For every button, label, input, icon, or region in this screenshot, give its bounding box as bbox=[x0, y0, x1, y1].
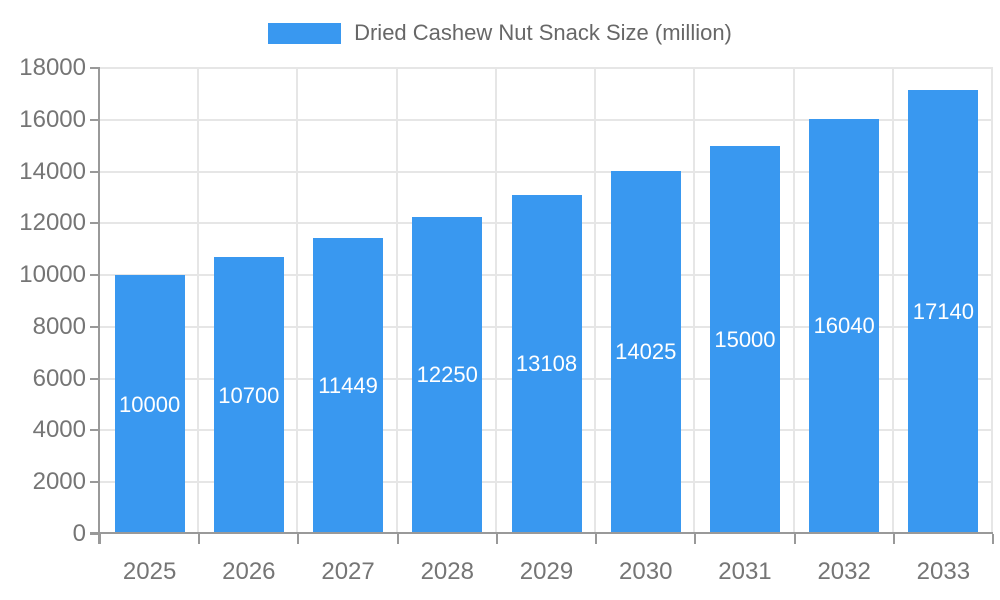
y-axis-tick bbox=[90, 533, 100, 535]
y-axis-tick-label: 10000 bbox=[19, 261, 86, 289]
bar-value-label: 10700 bbox=[218, 382, 280, 408]
y-axis-tick-label: 4000 bbox=[32, 416, 86, 444]
y-axis-tick-label: 14000 bbox=[19, 157, 86, 185]
y-axis-line bbox=[98, 68, 100, 544]
bar-value-label: 15000 bbox=[714, 326, 776, 352]
x-gridline bbox=[494, 68, 497, 534]
bar-value-label: 14025 bbox=[615, 339, 677, 365]
x-axis-line bbox=[90, 532, 993, 534]
x-axis-tick bbox=[694, 534, 697, 544]
y-axis-tick bbox=[90, 325, 100, 328]
y-axis-tick bbox=[90, 222, 100, 225]
y-axis-tick bbox=[90, 274, 100, 277]
bar: 17140 bbox=[908, 90, 979, 534]
x-axis-tick-label: 2032 bbox=[817, 558, 871, 585]
bar: 10000 bbox=[114, 275, 185, 534]
x-axis-tick-label: 2027 bbox=[321, 558, 375, 585]
y-axis-tick-label: 8000 bbox=[32, 312, 86, 340]
x-axis-tick bbox=[297, 534, 300, 544]
bar-value-label: 16040 bbox=[813, 313, 875, 339]
bar: 11449 bbox=[313, 237, 384, 534]
x-gridline bbox=[891, 68, 894, 534]
bar-value-label: 12250 bbox=[416, 362, 478, 388]
chart-legend-item[interactable]: Dried Cashew Nut Snack Size (million) bbox=[0, 20, 1000, 46]
x-gridline bbox=[197, 68, 200, 534]
y-axis-tick-label: 16000 bbox=[19, 105, 86, 133]
x-axis-tick bbox=[793, 534, 796, 544]
x-axis-tick-label: 2025 bbox=[122, 558, 177, 585]
y-gridline bbox=[100, 118, 993, 121]
x-axis-tick bbox=[495, 534, 498, 544]
bar-value-label: 17140 bbox=[912, 299, 974, 325]
legend-swatch bbox=[268, 22, 342, 44]
y-axis-tick bbox=[90, 118, 100, 121]
x-axis-tick bbox=[198, 534, 201, 544]
x-gridline bbox=[693, 68, 696, 534]
x-gridline bbox=[395, 68, 398, 534]
x-axis-tick bbox=[992, 534, 994, 544]
bar: 16040 bbox=[809, 118, 880, 534]
y-axis-tick bbox=[90, 67, 100, 69]
y-axis-tick-label: 2000 bbox=[32, 468, 86, 496]
bar: 14025 bbox=[610, 170, 681, 534]
bar: 15000 bbox=[709, 145, 780, 534]
x-gridline bbox=[594, 68, 597, 534]
x-axis-tick-label: 2026 bbox=[222, 558, 276, 585]
legend-label: Dried Cashew Nut Snack Size (million) bbox=[354, 20, 732, 45]
y-axis-tick bbox=[90, 481, 100, 484]
x-axis-tick-label: 2031 bbox=[718, 558, 772, 585]
x-axis-tick-label: 2029 bbox=[519, 558, 574, 585]
x-gridline bbox=[991, 68, 993, 534]
bar-value-label: 10000 bbox=[119, 391, 181, 417]
bar: 12250 bbox=[412, 216, 483, 534]
x-gridline bbox=[792, 68, 795, 534]
y-axis-tick bbox=[90, 377, 100, 380]
x-axis-tick-label: 2030 bbox=[619, 558, 673, 585]
x-axis-tick bbox=[396, 534, 399, 544]
bar-value-label: 11449 bbox=[318, 372, 378, 398]
bar-value-label: 13108 bbox=[515, 351, 578, 377]
x-axis-tick bbox=[595, 534, 598, 544]
x-gridline bbox=[296, 68, 299, 534]
y-axis-tick bbox=[90, 429, 100, 432]
x-axis-tick bbox=[892, 534, 895, 544]
y-axis-tick-label: 6000 bbox=[32, 364, 86, 392]
x-axis-tick bbox=[99, 534, 101, 544]
y-gridline bbox=[100, 67, 993, 69]
y-axis-tick-label: 0 bbox=[72, 520, 86, 547]
y-axis-tick-label: 12000 bbox=[19, 209, 86, 237]
bar: 13108 bbox=[511, 194, 582, 534]
plot-area: 0 2000 4000 6000 8000 10000 12000 14000 16000 180… bbox=[19, 56, 994, 584]
y-axis-tick-label: 18000 bbox=[19, 54, 86, 81]
y-axis-tick bbox=[90, 170, 100, 173]
x-axis-tick-label: 2028 bbox=[420, 558, 474, 585]
x-axis-tick-label: 2033 bbox=[916, 558, 971, 585]
y-gridline bbox=[100, 170, 993, 173]
bar: 10700 bbox=[213, 257, 284, 534]
